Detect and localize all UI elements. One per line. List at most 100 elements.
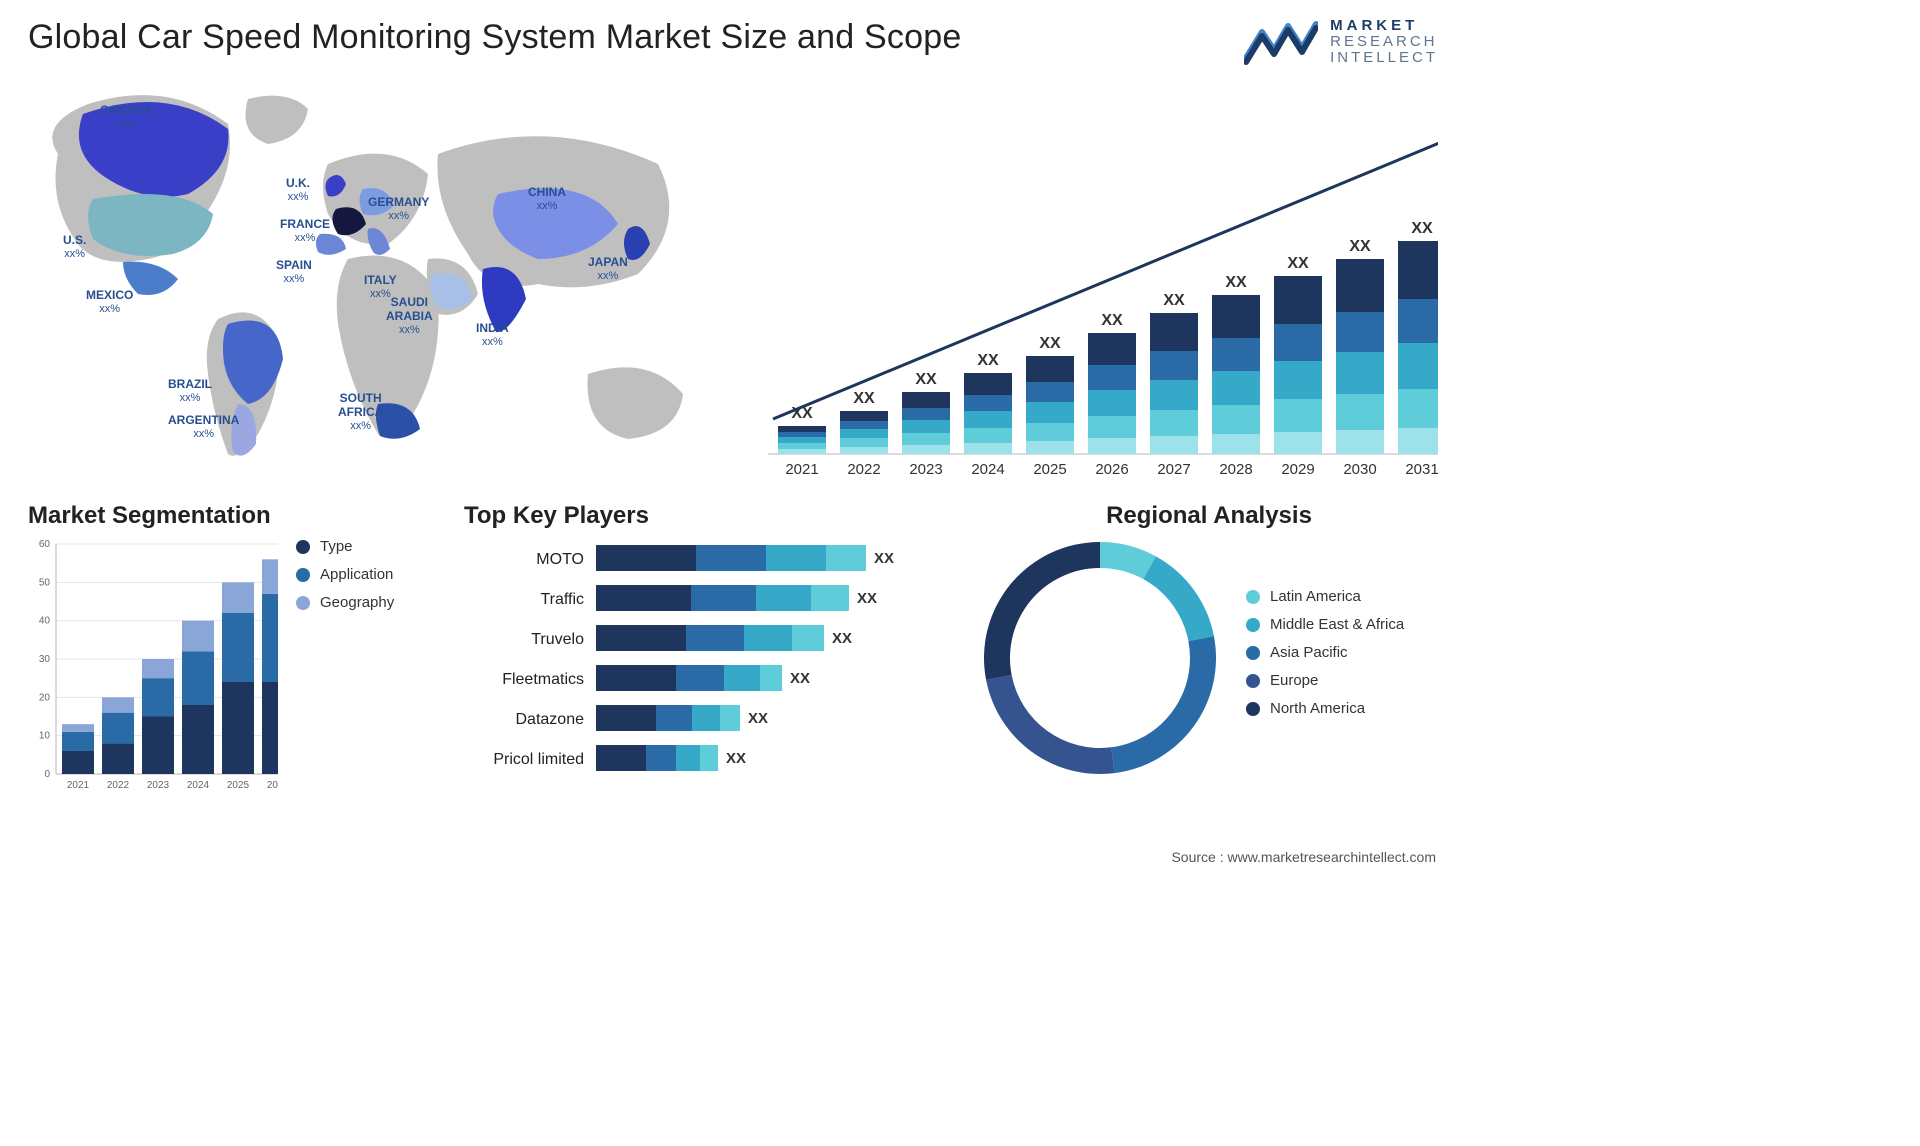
legend-item: Asia Pacific <box>1246 644 1404 661</box>
player-row: XX <box>596 578 894 618</box>
player-bar-seg <box>696 545 766 571</box>
segmentation-panel: Market Segmentation 01020304050602021202… <box>28 502 428 832</box>
player-bar-seg <box>700 745 718 771</box>
svg-text:2023: 2023 <box>147 780 170 791</box>
map-label: JAPANxx% <box>588 256 628 282</box>
player-bar-seg <box>596 745 646 771</box>
svg-text:60: 60 <box>39 539 51 550</box>
legend-item: Middle East & Africa <box>1246 616 1404 633</box>
regional-donut-svg <box>980 538 1220 778</box>
player-bar-seg <box>596 585 691 611</box>
map-label: SOUTHAFRICAxx% <box>338 392 383 432</box>
player-value: XX <box>726 750 746 767</box>
segmentation-legend: Type Application Geography <box>296 538 394 622</box>
player-bar-seg <box>811 585 849 611</box>
map-label: ARGENTINAxx% <box>168 414 239 440</box>
svg-text:2022: 2022 <box>107 780 130 791</box>
player-row: XX <box>596 738 894 778</box>
player-bar-seg <box>691 585 756 611</box>
player-value: XX <box>857 590 877 607</box>
map-label: GERMANYxx% <box>368 196 429 222</box>
map-label: CANADAxx% <box>100 104 152 130</box>
map-label: U.K.xx% <box>286 177 310 203</box>
svg-text:2026: 2026 <box>1095 461 1128 478</box>
player-value: XX <box>790 670 810 687</box>
player-bar-seg <box>792 625 824 651</box>
svg-text:0: 0 <box>44 769 50 780</box>
map-label: BRAZILxx% <box>168 378 212 404</box>
player-bar-seg <box>760 665 782 691</box>
segmentation-chart-svg: 0102030405060202120222023202420252026 <box>28 538 278 798</box>
svg-text:30: 30 <box>39 654 51 665</box>
player-label: Truvelo <box>464 620 584 660</box>
svg-text:40: 40 <box>39 616 51 627</box>
player-bar-seg <box>724 665 760 691</box>
player-bar-seg <box>744 625 792 651</box>
map-label: FRANCExx% <box>280 218 330 244</box>
player-bar-seg <box>692 705 720 731</box>
svg-text:2021: 2021 <box>785 461 818 478</box>
player-bar-seg <box>596 705 656 731</box>
players-labels: MOTOTrafficTruveloFleetmaticsDatazonePri… <box>464 538 584 780</box>
player-value: XX <box>832 630 852 647</box>
legend-item: North America <box>1246 700 1404 717</box>
svg-text:50: 50 <box>39 577 51 588</box>
player-label: Datazone <box>464 700 584 740</box>
svg-text:2028: 2028 <box>1219 461 1252 478</box>
player-bar-seg <box>596 625 686 651</box>
svg-text:2023: 2023 <box>909 461 942 478</box>
players-panel: Top Key Players MOTOTrafficTruveloFleetm… <box>464 502 944 832</box>
regional-legend: Latin America Middle East & Africa Asia Pa… <box>1246 588 1404 728</box>
legend-item: Application <box>296 566 394 583</box>
logo-mark-icon <box>1244 18 1318 66</box>
legend-item: Geography <box>296 594 394 611</box>
players-title: Top Key Players <box>464 502 944 530</box>
map-label: SAUDIARABIAxx% <box>386 296 433 336</box>
svg-text:XX: XX <box>853 390 875 407</box>
player-row: XX <box>596 538 894 578</box>
player-row: XX <box>596 658 894 698</box>
svg-text:XX: XX <box>915 371 937 388</box>
player-row: XX <box>596 698 894 738</box>
svg-text:XX: XX <box>977 352 999 369</box>
player-value: XX <box>874 550 894 567</box>
player-bar-seg <box>826 545 866 571</box>
legend-item: Type <box>296 538 394 555</box>
svg-text:2026: 2026 <box>267 780 278 791</box>
source-label: Source : www.marketresearchintellect.com <box>1171 849 1436 865</box>
svg-text:2021: 2021 <box>67 780 90 791</box>
players-bars: XX XX XX XX XX XX <box>596 538 894 780</box>
svg-text:XX: XX <box>1163 292 1185 309</box>
svg-text:2031: 2031 <box>1405 461 1438 478</box>
legend-item: Europe <box>1246 672 1404 689</box>
segmentation-title: Market Segmentation <box>28 502 428 530</box>
svg-text:2025: 2025 <box>227 780 250 791</box>
player-label: Fleetmatics <box>464 660 584 700</box>
svg-text:2024: 2024 <box>187 780 210 791</box>
regional-title: Regional Analysis <box>980 502 1438 530</box>
player-bar-seg <box>720 705 740 731</box>
map-label: CHINAxx% <box>528 186 566 212</box>
world-map: CANADAxx% U.S.xx% MEXICOxx% BRAZILxx% ARGENT… <box>28 84 728 484</box>
legend-item: Latin America <box>1246 588 1404 605</box>
map-label: MEXICOxx% <box>86 289 133 315</box>
logo-line3: INTELLECT <box>1330 50 1438 66</box>
growth-chart: XX2021XX2022XX2023XX2024XX2025XX2026XX20… <box>728 84 1438 484</box>
svg-text:2024: 2024 <box>971 461 1004 478</box>
brand-logo: MARKET RESEARCH INTELLECT <box>1244 18 1438 66</box>
player-value: XX <box>748 710 768 727</box>
player-label: Pricol limited <box>464 740 584 780</box>
svg-text:2030: 2030 <box>1343 461 1376 478</box>
page-title: Global Car Speed Monitoring System Marke… <box>28 18 961 57</box>
svg-text:2027: 2027 <box>1157 461 1190 478</box>
svg-text:2029: 2029 <box>1281 461 1314 478</box>
map-label: INDIAxx% <box>476 322 509 348</box>
svg-text:XX: XX <box>1039 335 1061 352</box>
map-label: U.S.xx% <box>63 234 86 260</box>
svg-text:XX: XX <box>1411 220 1433 237</box>
svg-text:XX: XX <box>1225 274 1247 291</box>
player-bar-seg <box>766 545 826 571</box>
player-bar-seg <box>596 665 676 691</box>
player-bar-seg <box>596 545 696 571</box>
regional-panel: Regional Analysis Latin America Middle Ea… <box>980 502 1438 832</box>
